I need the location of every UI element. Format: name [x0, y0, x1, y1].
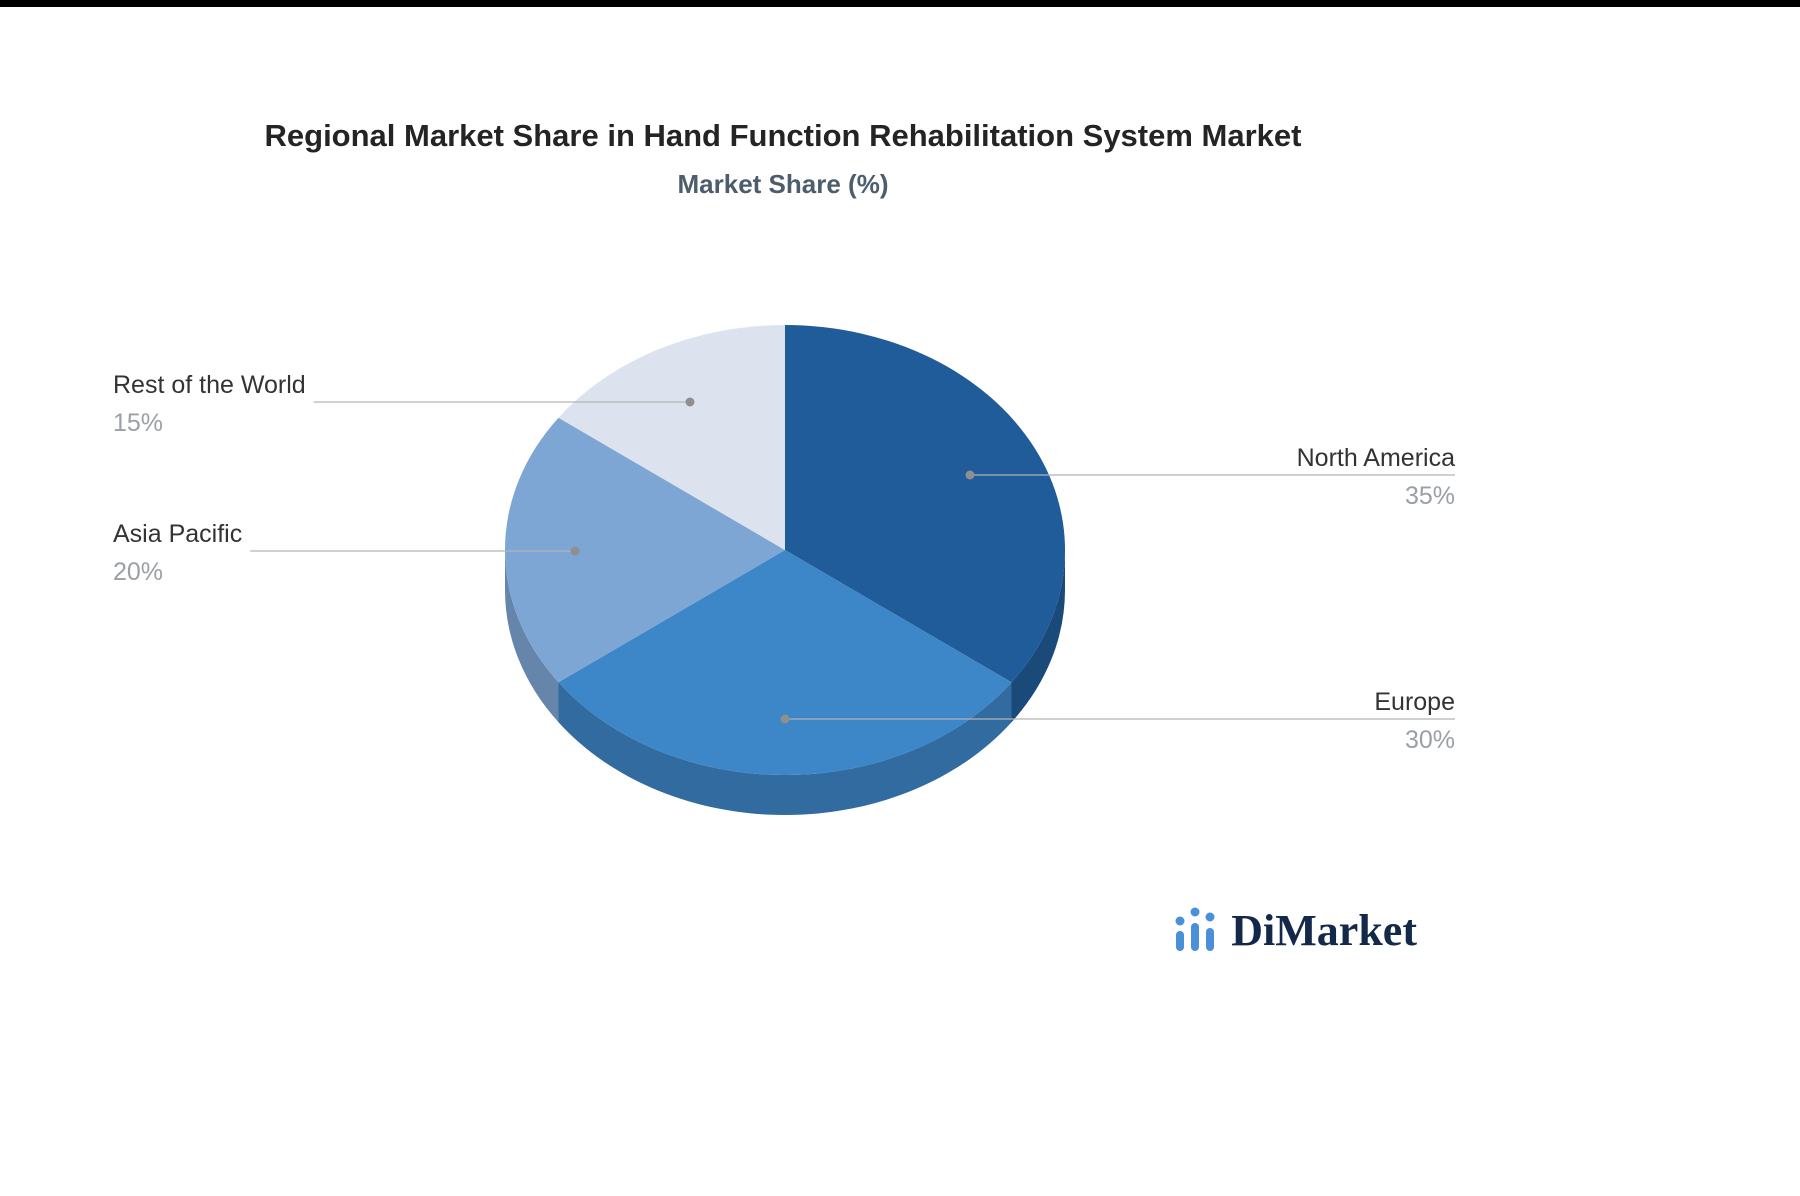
- slice-percent: 35%: [1404, 482, 1455, 510]
- slice-name: Europe: [1374, 688, 1455, 716]
- bar-chart-logo-icon: [1175, 907, 1215, 951]
- slice-percent: 30%: [1404, 726, 1455, 754]
- slice-percent: 20%: [113, 558, 164, 586]
- pie-slice-europe: [558, 550, 1012, 776]
- slice-label-north-america: North America 35%: [1297, 443, 1455, 511]
- pie-slice-side-north-america: [1011, 550, 1065, 723]
- brand-name: DiMarket: [1231, 906, 1417, 955]
- leader-dot: [965, 470, 975, 480]
- leader-dot: [780, 714, 790, 724]
- chart-title: Regional Market Share in Hand Function R…: [264, 118, 1302, 153]
- slice-label-europe: Europe 30%: [1374, 687, 1455, 755]
- chart-subtitle: Market Share (%): [677, 169, 889, 199]
- slice-name: Rest of the World: [113, 371, 306, 399]
- pie-slice-rest-of-the-world: [558, 325, 785, 550]
- leader-dot: [685, 397, 695, 407]
- pie-slice-side-asia-pacific: [505, 550, 559, 723]
- pie-slice-north-america: [785, 325, 1066, 683]
- leader-dot: [570, 546, 580, 556]
- pie-slice-asia-pacific: [504, 417, 785, 683]
- slice-label-rest-of-the-world: Rest of the World 15%: [113, 370, 306, 438]
- pie-slice-side-europe: [558, 682, 1012, 816]
- slice-name: North America: [1296, 444, 1455, 472]
- top-border: [0, 0, 1800, 7]
- slice-name: Asia Pacific: [113, 520, 243, 548]
- dimarket-logo: DiMarket: [1173, 903, 1417, 955]
- slice-percent: 15%: [113, 409, 164, 437]
- slice-label-asia-pacific: Asia Pacific 20%: [113, 519, 242, 587]
